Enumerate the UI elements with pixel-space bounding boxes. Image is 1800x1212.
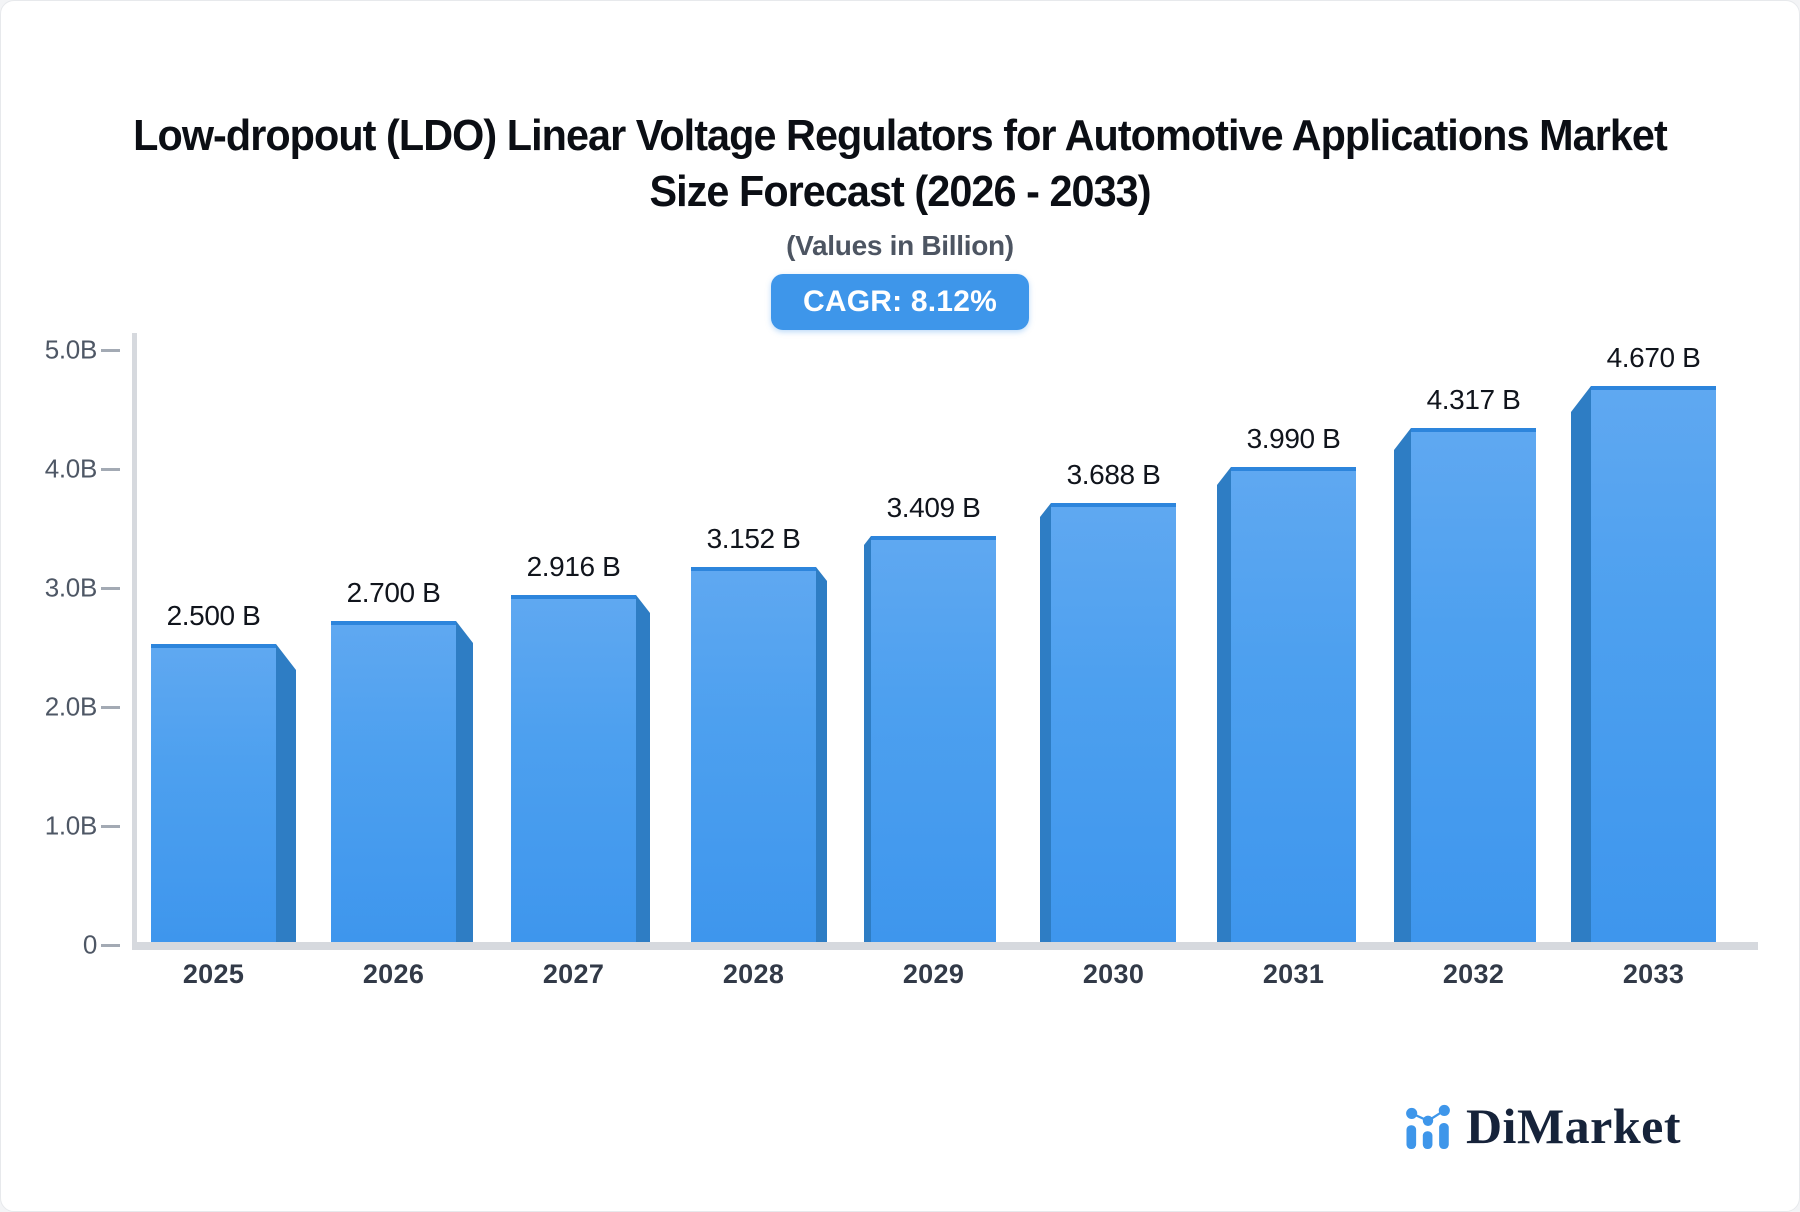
x-tick-label-2025: 2025 [182,959,245,989]
bar-value-label-2030: 3.688 B [1066,459,1161,490]
bar-2032 [1411,428,1536,942]
bar-value-label-2028: 3.152 B [706,523,801,554]
y-tick-label: 0 [82,929,97,960]
y-tick-mark [101,348,120,352]
bar-side-2029 [864,536,871,942]
bar-value-label-2026: 2.700 B [346,577,441,608]
bar-side-2028 [816,567,827,942]
bar-side-2027 [636,595,650,942]
bar-2033 [1591,386,1716,942]
bar-value-label-2025: 2.500 B [166,600,261,631]
y-axis-line [132,333,137,950]
y-tick-mark [101,467,120,471]
bar-2031 [1231,467,1356,942]
x-tick-label-2028: 2028 [722,959,785,989]
bar-value-label-2027: 2.916 B [526,551,621,582]
bar-2028 [691,567,816,942]
y-tick-mark [101,824,120,828]
bar-value-label-2029: 3.409 B [886,492,981,523]
chart-title-line-1: Low-dropout (LDO) Linear Voltage Regulat… [133,111,1668,160]
brand-name: DiMarket [1465,1098,1681,1154]
bar-side-2031 [1217,467,1231,942]
y-tick-label: 2.0B [44,691,98,722]
x-tick-label-2032: 2032 [1442,959,1505,989]
x-tick-label-2033: 2033 [1622,959,1685,989]
bar-value-label-2031: 3.990 B [1246,423,1341,454]
x-axis-baseline [132,942,1758,950]
y-tick-label: 4.0B [44,453,98,484]
y-tick-mark [101,943,120,947]
bar-side-2033 [1571,386,1591,942]
x-tick-label-2031: 2031 [1262,959,1325,989]
y-tick-label: 5.0B [44,334,98,365]
bar-side-2025 [276,644,296,942]
y-tick-label: 1.0B [44,810,98,841]
chart-header: Low-dropout (LDO) Linear Voltage Regulat… [1,108,1799,330]
bar-2029 [871,536,996,942]
cagr-badge: CAGR: 8.12% [771,274,1029,330]
x-tick-label-2027: 2027 [542,959,605,989]
brand-logo: DiMarket [1404,1097,1681,1155]
bar-2026 [331,621,456,942]
y-tick-mark [101,586,120,590]
x-tick-label-2030: 2030 [1082,959,1145,989]
chart-subtitle: (Values in Billion) [786,230,1014,261]
bar-side-2032 [1394,428,1411,942]
bar-chart-logo-icon [1404,1103,1452,1149]
bar-2025 [151,644,276,942]
bar-value-label-2032: 4.317 B [1426,384,1521,415]
bar-side-2030 [1040,503,1051,942]
chart-title-line-2: Size Forecast (2026 - 2033) [649,167,1151,216]
bar-side-2026 [456,621,473,942]
bar-value-label-2033: 4.670 B [1606,342,1701,373]
bar-2030 [1051,503,1176,942]
bar-2027 [511,595,636,942]
x-tick-label-2026: 2026 [362,959,425,989]
y-tick-label: 3.0B [44,572,98,603]
x-tick-label-2029: 2029 [902,959,965,989]
y-tick-mark [101,705,120,709]
